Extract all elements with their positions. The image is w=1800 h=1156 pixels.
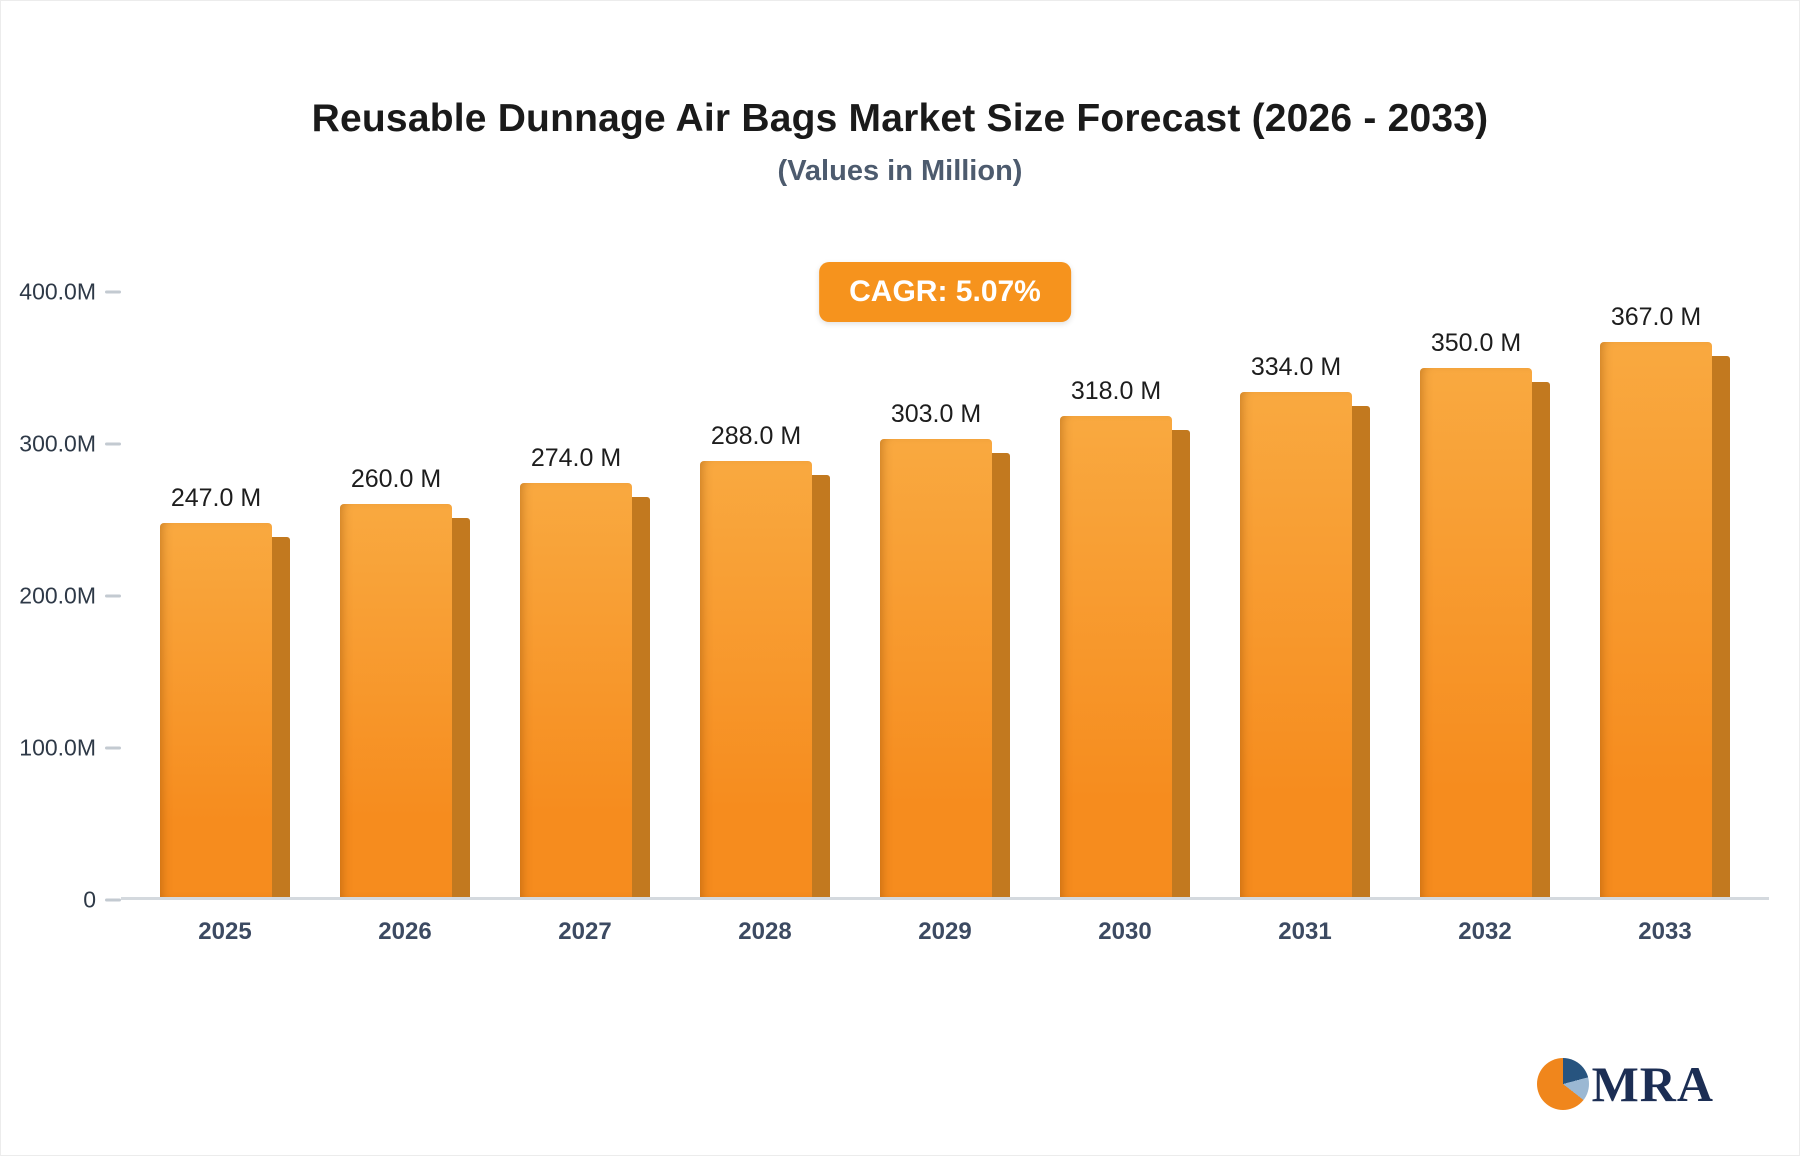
bar-face (1060, 416, 1172, 897)
bar-side-shadow (452, 517, 470, 897)
plot-area: CAGR: 5.07% 247.0 M 260.0 M 274.0 M 288.0 M… (121, 262, 1769, 900)
x-axis-label: 2031 (1278, 918, 1332, 945)
bars: 247.0 M 260.0 M 274.0 M 288.0 M 303.0 M 318.0… (121, 292, 1769, 897)
bar-value-label: 303.0 M (890, 399, 982, 428)
x-axis-labels: 2025 2026 2027 2028 2029 2030 2031 2032 2033 (121, 900, 1769, 946)
bar-face (340, 503, 452, 897)
x-axis-label: 2028 (738, 918, 792, 945)
x-axis-label: 2032 (1458, 918, 1512, 945)
bar-side-shadow (812, 475, 830, 897)
y-tick-label: 200.0M (19, 582, 96, 609)
bar-value-label: 260.0 M (350, 464, 442, 493)
bar-column: 247.0 M (135, 292, 315, 897)
x-axis-label: 2030 (1098, 918, 1152, 945)
y-axis: 400.0M 300.0M 200.0M 100.0M 0 (11, 279, 121, 913)
bar-face (1240, 391, 1352, 897)
chart-title: Reusable Dunnage Air Bags Market Size Fo… (311, 97, 1489, 140)
chart-subtitle: (Values in Million) (777, 155, 1023, 187)
bar-side-shadow (1352, 405, 1370, 897)
bar-column: 303.0 M (855, 292, 1035, 897)
bar-value-label: 318.0 M (1070, 377, 1162, 406)
bar-column: 288.0 M (675, 292, 855, 897)
bar: 318.0 M (1060, 377, 1190, 897)
bar-side-shadow (1712, 355, 1730, 897)
bar-value-label: 350.0 M (1430, 328, 1522, 357)
bar-face (1420, 367, 1532, 897)
bar: 288.0 M (700, 422, 830, 897)
bar-face (520, 482, 632, 897)
bar-column: 318.0 M (1035, 292, 1215, 897)
logo-text: MRA (1591, 1056, 1714, 1112)
bar-side-shadow (992, 452, 1010, 897)
x-axis-label: 2026 (378, 918, 432, 945)
bar: 350.0 M (1420, 329, 1550, 897)
bar-side-shadow (632, 496, 650, 897)
y-tick: 0 (83, 887, 121, 914)
y-tick-mark (105, 746, 121, 750)
bar-column: 274.0 M (495, 292, 675, 897)
y-tick-mark (105, 442, 121, 446)
bar-face (1600, 341, 1712, 897)
bar: 260.0 M (340, 465, 470, 897)
y-tick: 300.0M (19, 431, 121, 458)
bar-face (700, 461, 812, 897)
mra-logo: MRA (1536, 1056, 1714, 1112)
x-axis-label: 2025 (198, 918, 252, 945)
bar-value-label: 367.0 M (1610, 302, 1702, 331)
bar-side-shadow (1172, 430, 1190, 897)
y-tick-label: 400.0M (19, 278, 96, 305)
bar: 247.0 M (160, 484, 290, 897)
cagr-badge: CAGR: 5.07% (819, 262, 1071, 322)
bar-value-label: 274.0 M (530, 443, 622, 472)
y-tick: 200.0M (19, 583, 121, 610)
bar: 303.0 M (880, 400, 1010, 897)
bar-side-shadow (1532, 381, 1550, 897)
y-tick-label: 0 (83, 886, 96, 913)
logo-pie-icon (1536, 1058, 1589, 1110)
bar: 274.0 M (520, 444, 650, 897)
y-tick: 100.0M (19, 735, 121, 762)
bar-value-label: 288.0 M (710, 422, 802, 451)
bar-value-label: 247.0 M (170, 484, 262, 513)
bar-column: 260.0 M (315, 292, 495, 897)
y-tick-mark (105, 290, 121, 294)
bar: 334.0 M (1240, 353, 1370, 897)
bar-column: 350.0 M (1395, 292, 1575, 897)
x-axis-label: 2033 (1638, 918, 1692, 945)
bar-face (160, 523, 272, 897)
x-axis-label: 2029 (918, 918, 972, 945)
bar-column: 334.0 M (1215, 292, 1395, 897)
bar-side-shadow (272, 537, 290, 897)
y-tick-mark (105, 594, 121, 598)
bar-value-label: 334.0 M (1250, 352, 1342, 381)
bar: 367.0 M (1600, 303, 1730, 897)
x-axis-label: 2027 (558, 918, 612, 945)
y-tick-label: 300.0M (19, 430, 96, 457)
bar-column: 367.0 M (1575, 292, 1755, 897)
chart-area: 400.0M 300.0M 200.0M 100.0M 0 CAGR: 5.07% 24… (11, 262, 1769, 913)
y-tick-label: 100.0M (19, 734, 96, 761)
bar-face (880, 438, 992, 897)
y-tick-mark (105, 898, 121, 902)
y-tick: 400.0M (19, 279, 121, 306)
